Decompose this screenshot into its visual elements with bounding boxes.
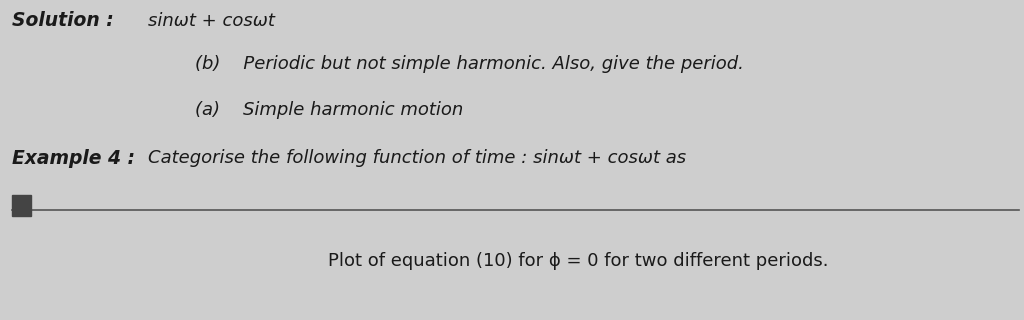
Text: Solution :: Solution : bbox=[12, 11, 114, 30]
Text: Categorise the following function of time : sinωt + cosωt as: Categorise the following function of tim… bbox=[148, 149, 687, 167]
Text: sinωt + cosωt: sinωt + cosωt bbox=[148, 12, 275, 30]
FancyBboxPatch shape bbox=[12, 195, 31, 216]
Text: Example 4 :: Example 4 : bbox=[12, 149, 135, 168]
Text: (a)    Simple harmonic motion: (a) Simple harmonic motion bbox=[195, 101, 463, 119]
Text: (b)    Periodic but not simple harmonic. Also, give the period.: (b) Periodic but not simple harmonic. Al… bbox=[195, 55, 743, 73]
Text: Plot of equation (10) for ϕ = 0 for two different periods.: Plot of equation (10) for ϕ = 0 for two … bbox=[329, 252, 828, 270]
